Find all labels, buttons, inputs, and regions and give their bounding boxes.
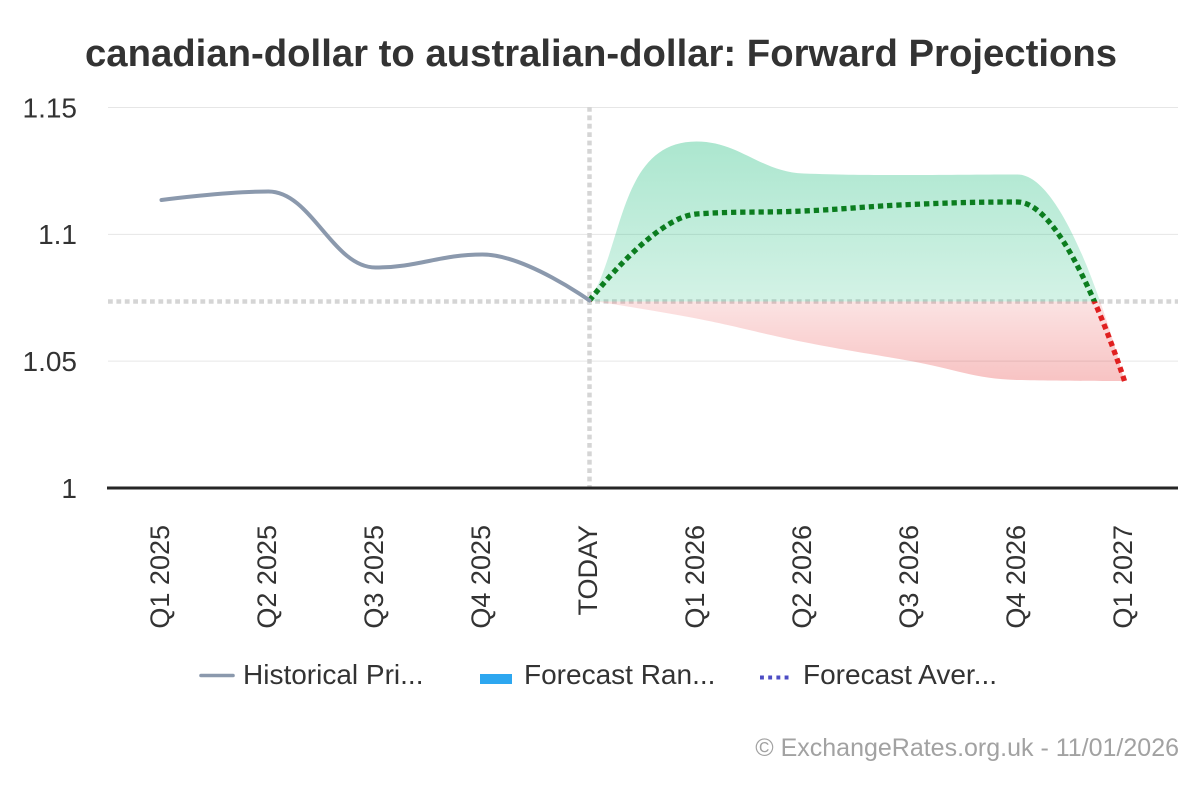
- svg-text:Q1 2026: Q1 2026: [680, 525, 710, 629]
- svg-text:Q2 2025: Q2 2025: [252, 525, 282, 629]
- svg-text:1.15: 1.15: [23, 92, 78, 123]
- svg-text:© ExchangeRates.org.uk - 11/01: © ExchangeRates.org.uk - 11/01/2026: [755, 734, 1179, 762]
- svg-text:1: 1: [61, 473, 77, 504]
- svg-text:TODAY: TODAY: [573, 525, 603, 616]
- svg-text:1.05: 1.05: [23, 346, 78, 377]
- svg-text:Forecast Aver...: Forecast Aver...: [803, 659, 997, 690]
- svg-text:Q1 2027: Q1 2027: [1108, 525, 1138, 629]
- svg-text:Forecast Ran...: Forecast Ran...: [524, 659, 715, 690]
- svg-text:Q3 2025: Q3 2025: [359, 525, 389, 629]
- svg-text:canadian-dollar to australian-: canadian-dollar to australian-dollar: Fo…: [85, 32, 1117, 75]
- svg-text:Q2 2026: Q2 2026: [787, 525, 817, 629]
- svg-text:Historical Pri...: Historical Pri...: [243, 659, 423, 690]
- svg-text:Q4 2026: Q4 2026: [1001, 525, 1031, 629]
- svg-text:Q3 2026: Q3 2026: [894, 525, 924, 629]
- svg-text:Q1 2025: Q1 2025: [145, 525, 175, 629]
- svg-text:1.1: 1.1: [38, 219, 77, 250]
- svg-text:Q4 2025: Q4 2025: [466, 525, 496, 629]
